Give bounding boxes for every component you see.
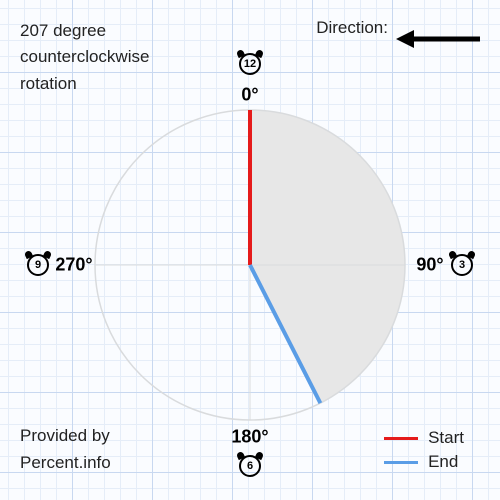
clock-3-icon: 3: [449, 252, 475, 278]
legend-start-label: Start: [428, 428, 464, 448]
legend: Start End: [384, 424, 464, 476]
title-line3: rotation: [20, 71, 149, 97]
direction-arrow-icon: [396, 28, 482, 50]
direction-label: Direction:: [316, 18, 388, 38]
label-270deg: 270°: [55, 255, 92, 276]
provided-line2: Percent.info: [20, 450, 111, 476]
label-90deg: 90°: [416, 255, 443, 276]
clock-6-icon: 6: [237, 453, 263, 479]
clock-12-num: 12: [239, 53, 261, 75]
clock-9-num: 9: [27, 254, 49, 276]
legend-start-row: Start: [384, 428, 464, 448]
legend-end-row: End: [384, 452, 464, 472]
title-line1: 207 degree: [20, 18, 149, 44]
provided-block: Provided by Percent.info: [20, 423, 111, 476]
clock-6-num: 6: [239, 455, 261, 477]
legend-start-swatch: [384, 437, 418, 440]
legend-end-label: End: [428, 452, 458, 472]
clock-12-icon: 12: [237, 51, 263, 77]
clock-9-icon: 9: [25, 252, 51, 278]
sector-fill: [250, 110, 405, 403]
legend-end-swatch: [384, 461, 418, 464]
label-0deg: 0°: [241, 85, 258, 106]
clock-3-num: 3: [451, 254, 473, 276]
provided-line1: Provided by: [20, 423, 111, 449]
title-line2: counterclockwise: [20, 44, 149, 70]
title-block: 207 degree counterclockwise rotation: [20, 18, 149, 97]
label-180deg: 180°: [231, 427, 268, 448]
